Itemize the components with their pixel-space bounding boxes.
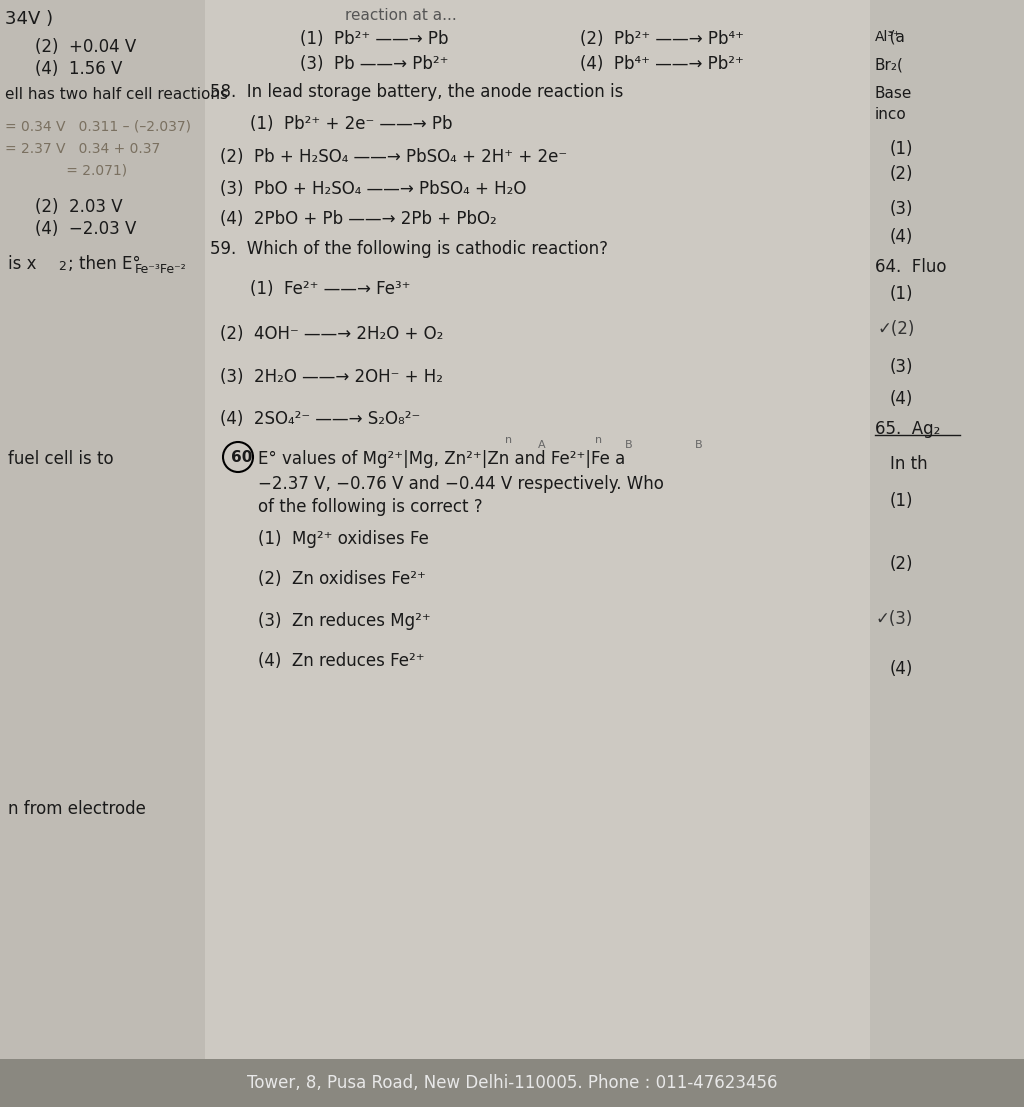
Text: n: n bbox=[595, 435, 602, 445]
Text: (3)  PbO + H₂SO₄ ——→ PbSO₄ + H₂O: (3) PbO + H₂SO₄ ——→ PbSO₄ + H₂O bbox=[220, 180, 526, 198]
Text: 58.  In lead storage battery, the anode reaction is: 58. In lead storage battery, the anode r… bbox=[210, 83, 624, 101]
Text: (1)  Pb²⁺ + 2e⁻ ——→ Pb: (1) Pb²⁺ + 2e⁻ ——→ Pb bbox=[250, 115, 453, 133]
Text: (4)  1.56 V: (4) 1.56 V bbox=[35, 60, 123, 77]
Text: (4)  2PbO + Pb ——→ 2Pb + PbO₂: (4) 2PbO + Pb ——→ 2Pb + PbO₂ bbox=[220, 210, 497, 228]
Text: (4)  Pb⁴⁺ ——→ Pb²⁺: (4) Pb⁴⁺ ——→ Pb²⁺ bbox=[580, 55, 743, 73]
Text: In th: In th bbox=[890, 455, 928, 473]
Text: B: B bbox=[695, 439, 702, 451]
Text: (1)  Fe²⁺ ——→ Fe³⁺: (1) Fe²⁺ ——→ Fe³⁺ bbox=[250, 280, 411, 298]
Text: (2): (2) bbox=[890, 555, 913, 573]
Text: (4): (4) bbox=[890, 390, 913, 408]
Bar bbox=[0, 1059, 1024, 1107]
Text: (1)  Pb²⁺ ——→ Pb: (1) Pb²⁺ ——→ Pb bbox=[300, 30, 449, 48]
Text: B: B bbox=[625, 439, 633, 451]
Text: (3): (3) bbox=[890, 200, 913, 218]
Text: (2)  Zn oxidises Fe²⁺: (2) Zn oxidises Fe²⁺ bbox=[258, 570, 426, 588]
Text: 60: 60 bbox=[231, 451, 252, 465]
Text: Fe⁻³Fe⁻²: Fe⁻³Fe⁻² bbox=[135, 263, 186, 276]
Text: (1): (1) bbox=[890, 284, 913, 303]
Text: Tower, 8, Pusa Road, New Delhi-110005. Phone : 011-47623456: Tower, 8, Pusa Road, New Delhi-110005. P… bbox=[247, 1074, 777, 1092]
Text: (4)  −2.03 V: (4) −2.03 V bbox=[35, 220, 136, 238]
Text: (1): (1) bbox=[890, 492, 913, 510]
Text: (1)  Mg²⁺ oxidises Fe: (1) Mg²⁺ oxidises Fe bbox=[258, 530, 429, 548]
Text: ; then E°: ; then E° bbox=[68, 255, 140, 273]
Text: ✓(2): ✓(2) bbox=[878, 320, 915, 338]
Text: = 0.34 V   0.311 – (–2.037): = 0.34 V 0.311 – (–2.037) bbox=[5, 120, 191, 134]
Text: (2)  Pb + H₂SO₄ ——→ PbSO₄ + 2H⁺ + 2e⁻: (2) Pb + H₂SO₄ ——→ PbSO₄ + 2H⁺ + 2e⁻ bbox=[220, 148, 567, 166]
Text: (3): (3) bbox=[890, 358, 913, 376]
Text: n: n bbox=[505, 435, 512, 445]
Text: −2.37 V, −0.76 V and −0.44 V respectively. Who: −2.37 V, −0.76 V and −0.44 V respectivel… bbox=[258, 475, 664, 493]
Bar bbox=[0, 0, 205, 1107]
Text: (2)  +0.04 V: (2) +0.04 V bbox=[35, 38, 136, 56]
Text: 34V ): 34V ) bbox=[5, 10, 53, 28]
Text: fuel cell is to: fuel cell is to bbox=[8, 451, 114, 468]
Text: (2): (2) bbox=[890, 165, 913, 183]
Text: is x: is x bbox=[8, 255, 37, 273]
Text: (3)  Zn reduces Mg²⁺: (3) Zn reduces Mg²⁺ bbox=[258, 612, 431, 630]
Text: (4): (4) bbox=[890, 228, 913, 246]
Text: Br₂(: Br₂( bbox=[874, 58, 904, 73]
Text: 64.  Fluo: 64. Fluo bbox=[874, 258, 946, 276]
Text: (a: (a bbox=[874, 30, 905, 45]
Text: (4)  2SO₄²⁻ ——→ S₂O₈²⁻: (4) 2SO₄²⁻ ——→ S₂O₈²⁻ bbox=[220, 410, 420, 428]
Text: A: A bbox=[538, 439, 546, 451]
Text: (2)  2.03 V: (2) 2.03 V bbox=[35, 198, 123, 216]
Text: (2)  4OH⁻ ——→ 2H₂O + O₂: (2) 4OH⁻ ——→ 2H₂O + O₂ bbox=[220, 325, 443, 343]
Text: ✓(3): ✓(3) bbox=[874, 610, 912, 628]
Text: reaction at a...: reaction at a... bbox=[345, 8, 457, 23]
Text: (4)  Zn reduces Fe²⁺: (4) Zn reduces Fe²⁺ bbox=[258, 652, 425, 670]
Text: (3)  2H₂O ——→ 2OH⁻ + H₂: (3) 2H₂O ——→ 2OH⁻ + H₂ bbox=[220, 368, 443, 386]
Text: inco: inco bbox=[874, 107, 906, 122]
Text: = 2.071): = 2.071) bbox=[5, 163, 127, 177]
Text: E° values of Mg²⁺|Mg, Zn²⁺|Zn and Fe²⁺|Fe a: E° values of Mg²⁺|Mg, Zn²⁺|Zn and Fe²⁺|F… bbox=[258, 451, 626, 468]
Text: (2)  Pb²⁺ ——→ Pb⁴⁺: (2) Pb²⁺ ——→ Pb⁴⁺ bbox=[580, 30, 744, 48]
Text: 65.  Ag₂: 65. Ag₂ bbox=[874, 420, 940, 438]
Bar bbox=[870, 0, 1024, 1107]
Text: (4): (4) bbox=[890, 660, 913, 677]
Text: (1): (1) bbox=[890, 139, 913, 158]
Text: of the following is correct ?: of the following is correct ? bbox=[258, 498, 482, 516]
Text: ell has two half cell reactions: ell has two half cell reactions bbox=[5, 87, 228, 102]
Text: 2: 2 bbox=[58, 260, 66, 273]
Text: n from electrode: n from electrode bbox=[8, 800, 145, 818]
Text: (3)  Pb ——→ Pb²⁺: (3) Pb ——→ Pb²⁺ bbox=[300, 55, 449, 73]
Text: Al³⁺: Al³⁺ bbox=[874, 30, 901, 44]
Text: = 2.37 V   0.34 + 0.37: = 2.37 V 0.34 + 0.37 bbox=[5, 142, 160, 156]
Text: 59.  Which of the following is cathodic reaction?: 59. Which of the following is cathodic r… bbox=[210, 240, 608, 258]
Text: Base: Base bbox=[874, 86, 912, 101]
